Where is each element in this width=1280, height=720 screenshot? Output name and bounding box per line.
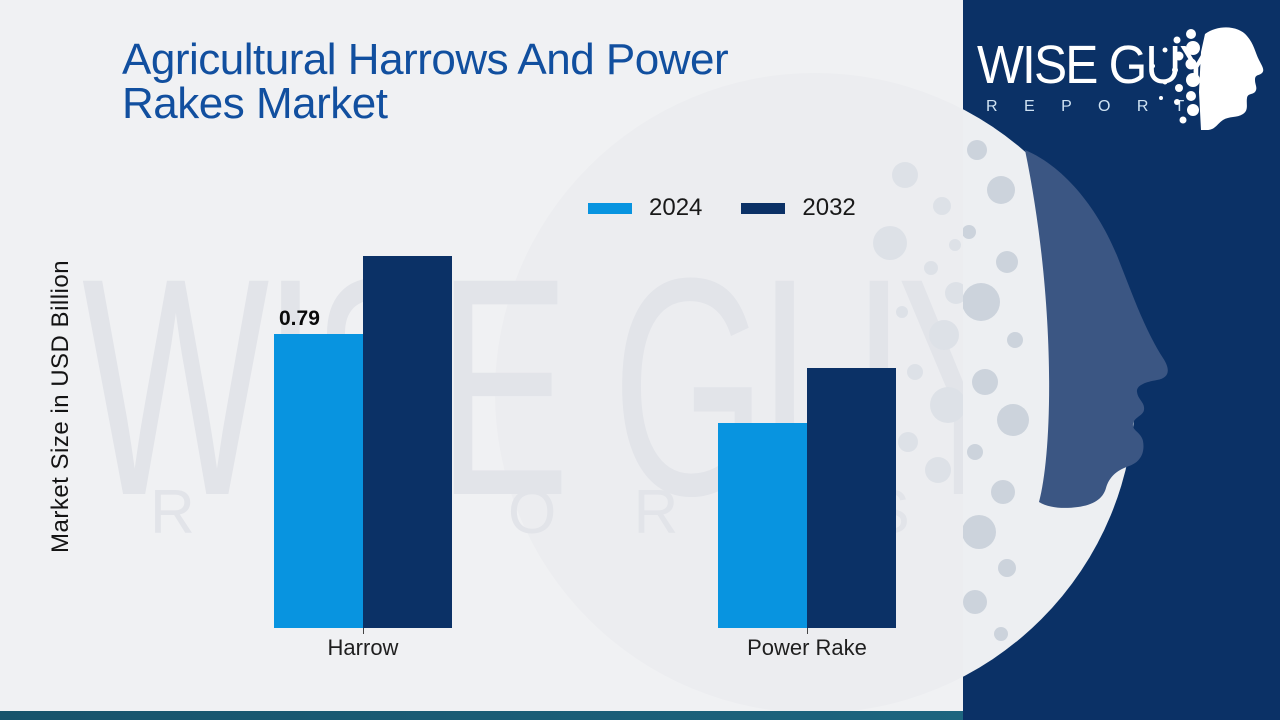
deco-dot xyxy=(963,225,976,239)
deco-dot xyxy=(967,140,987,160)
category-label-harrow: Harrow xyxy=(327,635,399,660)
deco-dot xyxy=(930,387,966,423)
deco-dot xyxy=(933,197,951,215)
brand-logo: WISE GUY R E P O R T S xyxy=(977,38,1267,116)
category-label-power-rake: Power Rake xyxy=(747,635,867,660)
deco-dot xyxy=(896,306,908,318)
legend-swatch-2032 xyxy=(741,202,786,214)
legend-swatch-2024 xyxy=(588,202,632,214)
deco-dot xyxy=(873,226,907,260)
deco-dot xyxy=(963,283,1000,321)
legend-item-2032: 2032 xyxy=(741,194,856,222)
brand-logo-wordmark: WISE GUY xyxy=(977,35,1213,95)
deco-dot xyxy=(994,627,1008,641)
deco-dot xyxy=(949,239,961,251)
x-axis-tick xyxy=(807,628,808,634)
deco-dot xyxy=(929,320,959,350)
bottom-accent-bar xyxy=(0,711,963,720)
deco-dot xyxy=(998,559,1016,577)
legend-label-2032: 2032 xyxy=(802,194,856,221)
deco-dot xyxy=(907,364,923,380)
deco-dot xyxy=(967,444,983,460)
bar-harrow-2032 xyxy=(363,256,452,628)
brain-head-icon xyxy=(1151,27,1264,131)
deco-dot xyxy=(945,282,967,304)
bar-power-rake-2024 xyxy=(718,423,807,628)
deco-dot xyxy=(963,515,996,549)
legend-label-2024: 2024 xyxy=(649,194,703,221)
brand-logo-reports: R E P O R T S xyxy=(986,98,1233,115)
deco-dot xyxy=(963,590,987,614)
deco-dot xyxy=(924,261,938,275)
deco-dot xyxy=(997,404,1029,436)
deco-dot xyxy=(972,369,998,395)
chart-legend: 2024 2032 xyxy=(588,194,856,222)
deco-dot xyxy=(987,176,1015,204)
page-title: Agricultural Harrows And Power Rakes Mar… xyxy=(122,35,729,128)
deco-dot xyxy=(996,251,1018,273)
bar-harrow-2024 xyxy=(274,334,363,628)
deco-dot xyxy=(1007,332,1023,348)
deco-dot xyxy=(892,162,918,188)
deco-dot xyxy=(991,480,1015,504)
brand-panel: WISE GUY R E P O R T S xyxy=(963,0,1280,720)
deco-dot xyxy=(898,432,918,452)
legend-item-2024: 2024 xyxy=(588,194,702,222)
bar-power-rake-2032 xyxy=(807,368,896,628)
face-silhouette-icon xyxy=(1025,150,1168,508)
bar-value-label: 0.79 xyxy=(279,307,320,330)
deco-dot xyxy=(925,457,951,483)
x-axis-tick xyxy=(363,628,364,634)
bar-chart: 0.79 Harrow Power Rake xyxy=(274,256,896,660)
